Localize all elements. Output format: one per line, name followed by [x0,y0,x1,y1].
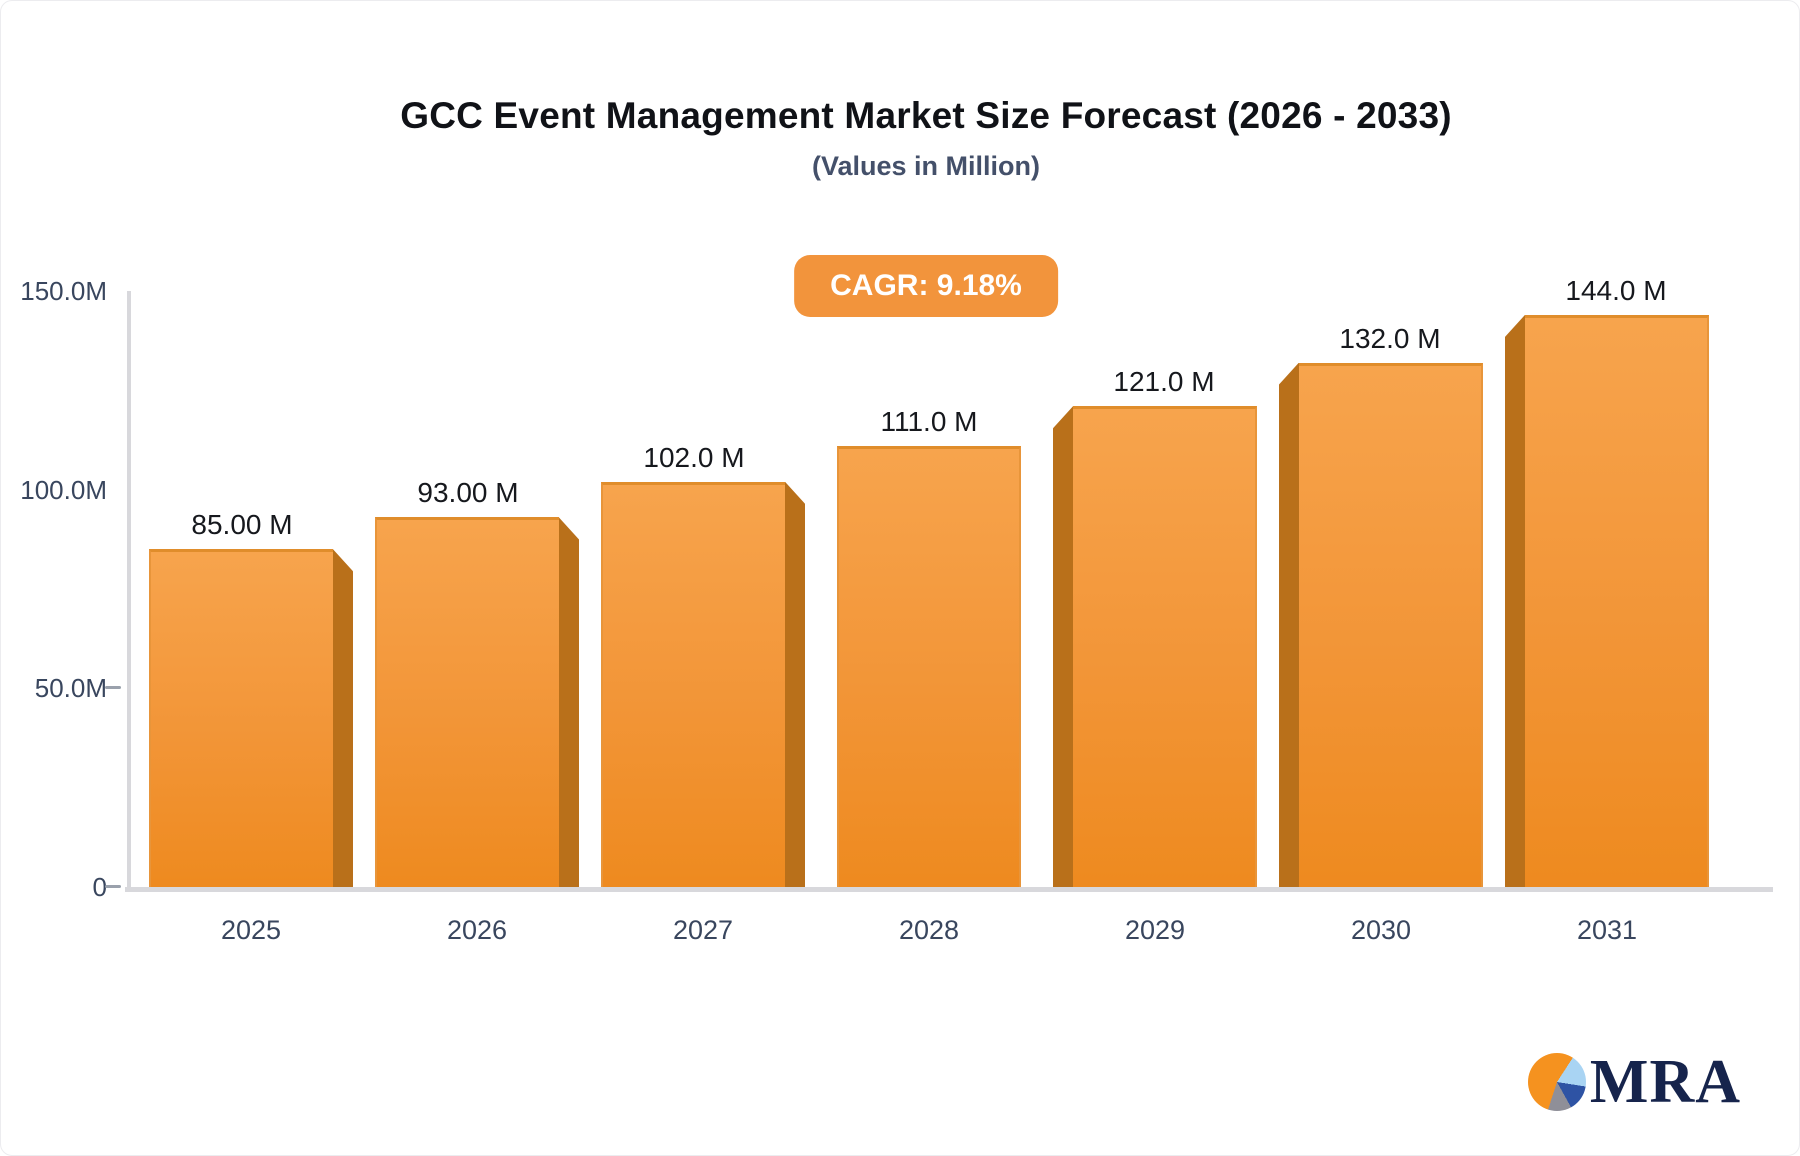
y-tick-dash [105,686,121,690]
bar-value-label: 85.00 M [191,509,293,541]
bar-side-face [1505,314,1525,887]
bar-value-label: 144.0 M [1565,274,1667,306]
bar-value-label: 102.0 M [643,441,745,473]
bar-face: 85.00 M [149,509,333,887]
bar-value-label: 111.0 M [880,405,978,437]
chart-subtitle: (Values in Million) [811,151,1041,181]
bar-side-face [1279,362,1299,887]
bar-side-face [1053,406,1073,887]
y-axis-line [127,291,131,892]
bar-value-label: 121.0 M [1113,366,1215,398]
x-tick-label: 2031 [1576,915,1638,945]
bar-2025: 85.00 M [149,509,353,887]
bar-value-label: 93.00 M [417,477,519,509]
bar-2030: 132.0 M [1279,323,1483,887]
bar-side-face [333,549,353,887]
bar-face: 121.0 M [1073,366,1257,887]
brand-name: MRA [1589,1048,1741,1116]
x-tick-label: 2029 [1124,915,1186,945]
y-tick-label: 50.0M [34,673,107,704]
x-tick-label: 2025 [220,915,282,945]
bar-2026: 93.00 M [375,477,579,887]
bar-face: 111.0 M [837,406,1021,887]
brand-logo: MRA [1527,1048,1741,1116]
y-tick-label: 150.0M [20,276,107,306]
bar-face: 93.00 M [375,477,559,887]
bar-side-face [785,481,805,887]
bar-2028: 111.0 M [837,406,1021,887]
bar-face: 144.0 M [1525,275,1709,887]
y-tick-dash [105,885,121,888]
x-tick-label: 2030 [1350,915,1412,945]
pie-chart-logo-icon [1527,1053,1586,1111]
plot-area: 150.0M 100.0M 50.0M 0 85.00 M 2025 93.00 M 2026… [20,275,1773,945]
x-tick-label: 2026 [446,915,508,945]
x-tick-label: 2027 [672,915,734,945]
bar-2029: 121.0 M [1053,366,1257,887]
x-tick-label: 2028 [898,915,960,945]
x-axis-line [125,887,1773,892]
bar-value-label: 132.0 M [1339,322,1441,354]
bar-face: 102.0 M [601,442,785,887]
bar-face: 132.0 M [1299,323,1483,887]
chart-title: GCC Event Management Market Size Forecas… [400,95,1452,136]
cagr-badge: CAGR: 9.18% [794,255,1058,317]
bar-side-face [559,517,579,887]
y-tick-label: 100.0M [20,474,107,505]
bar-2031: 144.0 M [1505,275,1709,887]
y-tick-label: 0 [92,872,107,902]
bar-2027: 102.0 M [601,442,805,887]
